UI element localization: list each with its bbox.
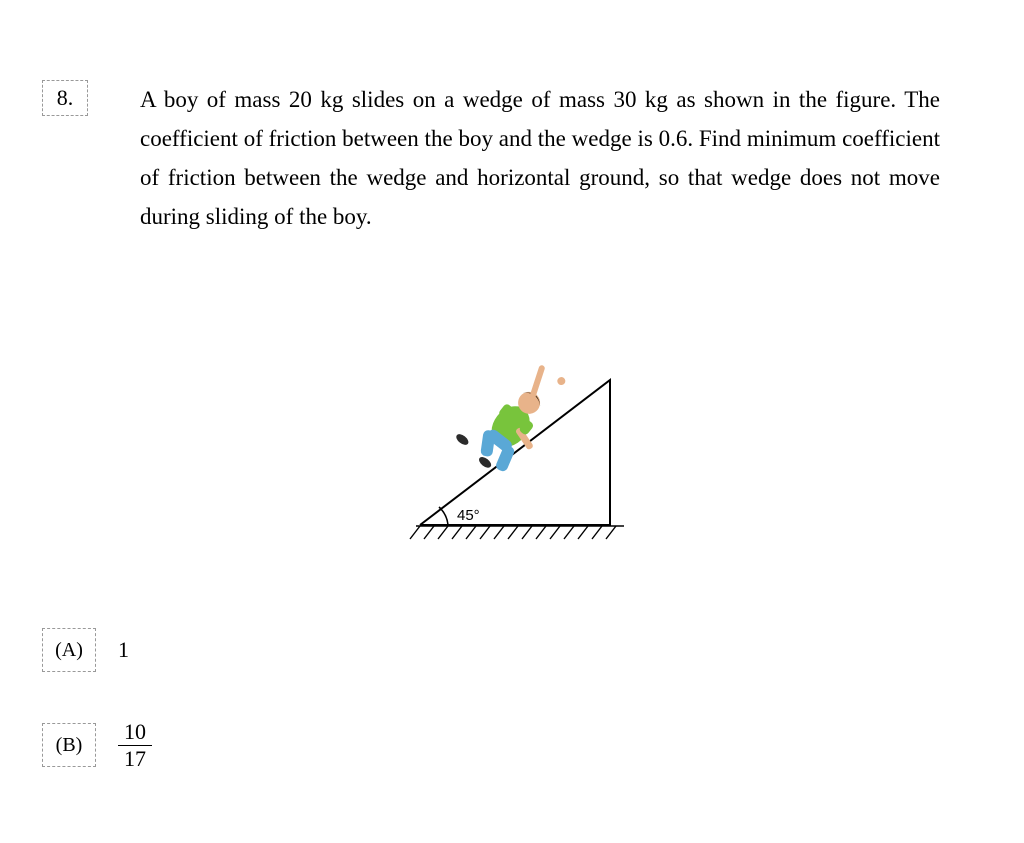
figure-svg: 45° [380, 325, 660, 565]
boy-leg-r [495, 444, 516, 473]
question-number: 8. [57, 85, 74, 111]
option-b-value: 10 17 [118, 721, 152, 770]
incline-triangle [420, 380, 610, 525]
option-b-label-box: (B) [42, 723, 96, 767]
question-text: A boy of mass 20 kg slides on a wedge of… [140, 80, 940, 236]
option-a-label: (A) [55, 639, 83, 662]
angle-label: 45° [457, 507, 480, 524]
question-number-box: 8. [42, 80, 88, 116]
boy-arm-up [529, 364, 546, 400]
option-b-row: (B) 10 17 [42, 720, 152, 770]
option-a-row: (A) 1 [42, 625, 129, 675]
figure: 45° [380, 325, 660, 565]
option-a-value: 1 [118, 637, 129, 663]
ground-hatching [410, 526, 624, 539]
boy-hand-up [556, 375, 567, 386]
option-b-denominator: 17 [118, 746, 152, 770]
boy-leg-l [480, 430, 496, 457]
boy-shoe-l [454, 432, 470, 447]
boy-shoe-r [477, 455, 493, 470]
option-b-label: (B) [56, 734, 83, 757]
option-b-fraction: 10 17 [118, 721, 152, 770]
option-a-label-box: (A) [42, 628, 96, 672]
boy-illustration [452, 348, 579, 484]
option-b-numerator: 10 [118, 721, 152, 746]
question-page: 8. A boy of mass 20 kg slides on a wedge… [0, 0, 1024, 843]
